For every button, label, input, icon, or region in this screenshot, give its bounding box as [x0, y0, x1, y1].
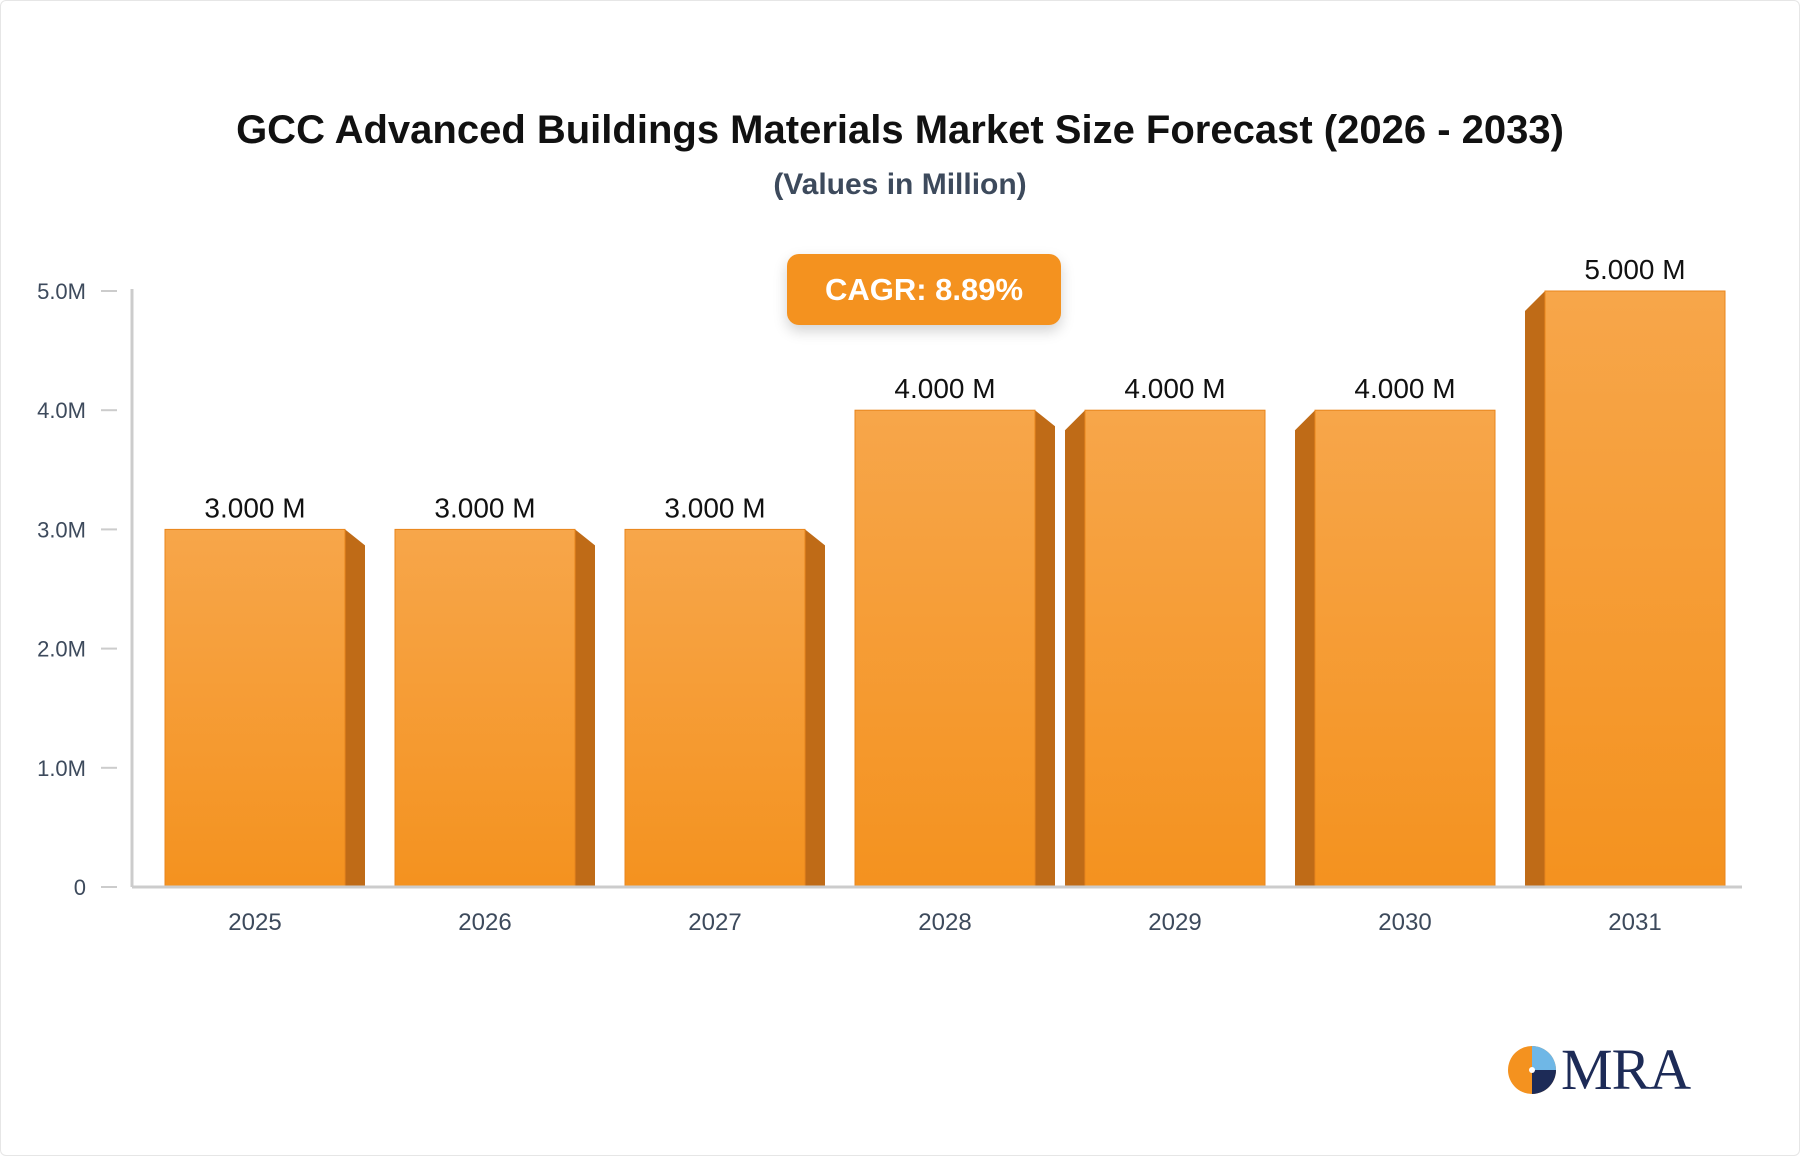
cagr-badge: CAGR: 8.89%: [787, 254, 1061, 325]
mra-logo: MRA: [1505, 1037, 1695, 1102]
bar-value-label: 3.000 M: [664, 492, 765, 523]
bar-2025: [164, 528, 346, 888]
y-tick-label: 4.0M: [37, 398, 86, 423]
bar-value-label: 3.000 M: [434, 492, 535, 523]
bar-side-2031: [1525, 291, 1545, 887]
chart-subtitle: (Values in Million): [773, 168, 1027, 201]
bar-side-2030: [1295, 410, 1315, 887]
y-tick-label: 0: [74, 875, 86, 900]
bar-side-2027: [805, 529, 825, 887]
x-tick-label: 2031: [1608, 909, 1661, 936]
logo-pie-icon: [1508, 1046, 1556, 1094]
bar-2028: [854, 409, 1036, 888]
bar-2031: [1544, 290, 1726, 888]
chart-title: GCC Advanced Buildings Materials Market …: [236, 108, 1564, 152]
bar-value-label: 4.000 M: [1354, 373, 1455, 404]
x-tick-label: 2029: [1148, 909, 1201, 936]
x-tick-label: 2026: [458, 909, 511, 936]
y-tick-label: 2.0M: [37, 637, 86, 662]
x-tick-label: 2025: [228, 909, 281, 936]
y-tick-label: 5.0M: [37, 279, 86, 304]
bar-side-2026: [575, 529, 595, 887]
bar-2030: [1314, 409, 1496, 888]
y-tick-label: 1.0M: [37, 756, 86, 781]
bar-side-2025: [345, 529, 365, 887]
bar-value-label: 5.000 M: [1584, 254, 1685, 285]
logo-text: MRA: [1561, 1037, 1691, 1102]
bar-value-label: 3.000 M: [204, 492, 305, 523]
bar-2026: [394, 528, 576, 888]
bar-2029: [1084, 409, 1266, 888]
bar-2027: [624, 528, 806, 888]
bar-side-2029: [1065, 410, 1085, 887]
x-tick-label: 2030: [1378, 909, 1431, 936]
bar-value-label: 4.000 M: [1124, 373, 1225, 404]
bar-value-label: 4.000 M: [894, 373, 995, 404]
bar-side-2028: [1035, 410, 1055, 887]
x-tick-label: 2028: [918, 909, 971, 936]
x-tick-label: 2027: [688, 909, 741, 936]
y-tick-label: 3.0M: [37, 517, 86, 542]
